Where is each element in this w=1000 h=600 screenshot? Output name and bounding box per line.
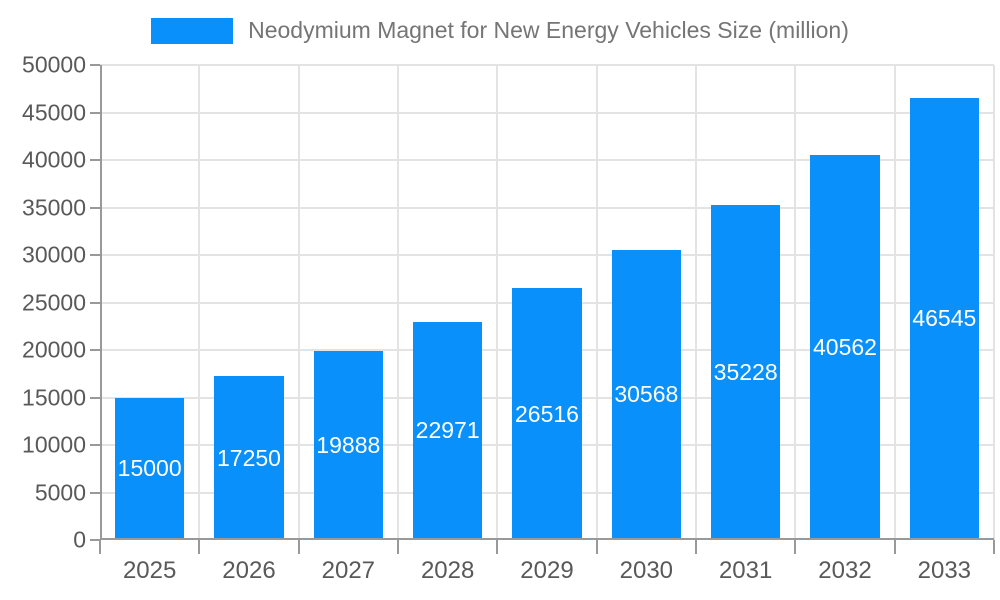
v-gridline bbox=[297, 65, 300, 540]
h-gridline bbox=[100, 111, 994, 114]
bar: 40562 bbox=[810, 154, 880, 540]
x-tick-label: 2027 bbox=[321, 557, 376, 584]
bar-value-label: 15000 bbox=[117, 455, 182, 482]
v-gridline bbox=[496, 65, 499, 540]
x-axis-tick bbox=[99, 540, 101, 554]
legend-swatch[interactable] bbox=[151, 17, 234, 44]
x-axis-tick bbox=[297, 540, 300, 554]
bar-value-label: 17250 bbox=[217, 444, 281, 471]
bar: 22971 bbox=[412, 321, 483, 540]
x-axis-line bbox=[100, 538, 994, 540]
x-tick-label: 2032 bbox=[818, 557, 872, 584]
bar: 15000 bbox=[114, 397, 185, 540]
h-gridline bbox=[100, 206, 994, 209]
x-axis-tick bbox=[893, 540, 896, 554]
bar-value-label: 26516 bbox=[515, 400, 579, 427]
v-gridline bbox=[993, 65, 995, 540]
v-gridline bbox=[794, 65, 797, 540]
bar: 30568 bbox=[611, 249, 682, 540]
x-tick-label: 2031 bbox=[718, 557, 773, 584]
bar-value-label: 40562 bbox=[813, 333, 877, 360]
y-tick-label: 15000 bbox=[22, 384, 86, 410]
y-axis-tick bbox=[90, 254, 100, 256]
x-tick-label: 2029 bbox=[520, 557, 574, 584]
y-axis-tick bbox=[90, 159, 100, 161]
y-axis-tick bbox=[90, 111, 100, 114]
bar: 19888 bbox=[313, 351, 384, 540]
x-axis-tick bbox=[595, 540, 598, 554]
v-gridline bbox=[893, 65, 896, 540]
y-axis-tick bbox=[90, 301, 100, 304]
bar: 35228 bbox=[710, 205, 781, 540]
y-axis-tick bbox=[90, 64, 100, 66]
y-axis-tick bbox=[90, 349, 100, 351]
bar: 26516 bbox=[512, 288, 582, 540]
bar-value-label: 35228 bbox=[713, 359, 778, 386]
bar-value-label: 30568 bbox=[614, 381, 679, 408]
h-gridline bbox=[100, 254, 994, 256]
y-tick-label: 50000 bbox=[22, 51, 86, 78]
x-axis-tick bbox=[198, 540, 201, 554]
y-tick-label: 5000 bbox=[34, 479, 86, 505]
plot-area: 0 5000 10000 15000 20000 25000 30000 35000 40000… bbox=[22, 52, 995, 584]
y-tick-label: 30000 bbox=[22, 241, 86, 268]
v-gridline bbox=[198, 65, 201, 540]
bar: 17250 bbox=[214, 376, 284, 540]
x-tick-label: 2030 bbox=[619, 557, 674, 584]
y-axis-tick bbox=[90, 206, 100, 209]
y-tick-label: 40000 bbox=[22, 146, 86, 173]
chart-legend[interactable]: Neodymium Magnet for New Energy Vehicles… bbox=[0, 17, 1000, 44]
h-gridline bbox=[100, 64, 994, 66]
y-axis-line bbox=[100, 65, 102, 540]
x-tick-label: 2025 bbox=[122, 557, 177, 584]
x-axis-tick bbox=[396, 540, 399, 554]
x-axis-tick bbox=[694, 540, 697, 554]
x-tick-label: 2028 bbox=[420, 557, 475, 584]
y-tick-label: 25000 bbox=[22, 289, 86, 315]
y-axis-tick bbox=[90, 539, 100, 541]
bar: 46545 bbox=[909, 97, 980, 540]
y-tick-label: 0 bbox=[73, 526, 86, 553]
x-tick-label: 2026 bbox=[222, 557, 276, 584]
v-gridline bbox=[694, 65, 697, 540]
bar-value-label: 19888 bbox=[316, 432, 381, 459]
y-tick-label: 45000 bbox=[22, 99, 86, 125]
y-axis-tick bbox=[90, 444, 100, 446]
v-gridline bbox=[396, 65, 399, 540]
v-gridline bbox=[595, 65, 598, 540]
y-axis-tick bbox=[90, 491, 100, 494]
legend-label: Neodymium Magnet for New Energy Vehicles… bbox=[248, 17, 849, 43]
x-tick-label: 2033 bbox=[917, 557, 972, 584]
bar-value-label: 22971 bbox=[415, 417, 480, 444]
y-axis-tick bbox=[90, 396, 100, 399]
x-axis-tick bbox=[993, 540, 995, 554]
h-gridline bbox=[100, 159, 994, 161]
x-axis-tick bbox=[794, 540, 797, 554]
y-tick-label: 10000 bbox=[22, 431, 86, 458]
y-tick-label: 20000 bbox=[22, 336, 86, 363]
x-axis-tick bbox=[496, 540, 499, 554]
bar-value-label: 46545 bbox=[912, 305, 977, 332]
y-tick-label: 35000 bbox=[22, 194, 86, 220]
